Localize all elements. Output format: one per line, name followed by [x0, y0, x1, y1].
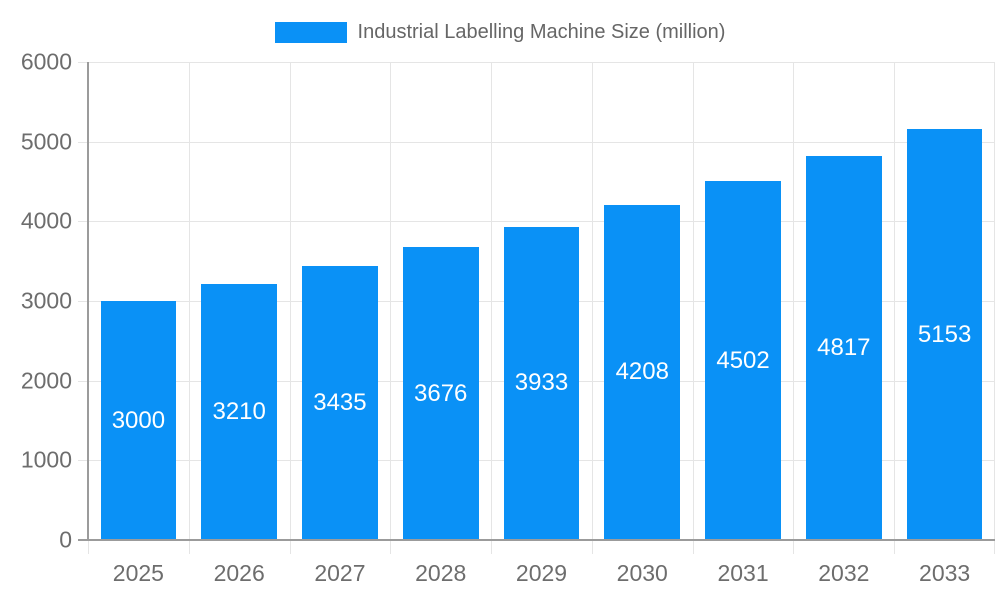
y-axis-labels: 0 1000 2000 3000 4000 5000 6000 [0, 49, 72, 553]
bar[interactable]: 4208 [604, 204, 681, 540]
bar[interactable]: 3676 [402, 247, 479, 540]
y-tick-label: 0 [59, 526, 72, 553]
legend-swatch [274, 22, 347, 43]
y-axis-tick [78, 62, 88, 63]
y-axis-tick [78, 380, 88, 382]
y-tick-label: 5000 [20, 128, 72, 155]
gridline-vertical [591, 62, 593, 540]
y-axis-tick [78, 460, 88, 462]
y-tick-label: 1000 [20, 446, 72, 473]
bar-value-label: 3000 [111, 406, 166, 434]
bar-value-label: 4502 [716, 346, 770, 374]
x-axis-tick [994, 540, 995, 554]
y-axis-tick [78, 141, 88, 143]
x-axis-line [78, 539, 995, 541]
gridline-vertical [188, 62, 190, 540]
x-axis-tick [692, 540, 694, 554]
gridline-vertical [390, 62, 392, 540]
gridline-vertical [793, 62, 795, 540]
x-tick-label: 2032 [818, 560, 870, 586]
x-tick-label: 2029 [515, 560, 568, 586]
x-tick-label: 2025 [112, 560, 164, 586]
bar[interactable]: 5153 [906, 129, 983, 540]
x-axis-tick [793, 540, 795, 554]
bar-value-label: 5153 [917, 320, 972, 348]
legend-label: Industrial Labelling Machine Size (milli… [357, 21, 726, 43]
x-axis-tick [491, 540, 493, 554]
gridline-vertical [894, 62, 896, 540]
bar[interactable]: 3435 [302, 266, 378, 540]
x-axis-tick [390, 540, 392, 554]
gridline-vertical [289, 62, 291, 540]
bar[interactable]: 3210 [201, 284, 277, 540]
y-tick-label: 3000 [20, 287, 72, 314]
bar-value-label: 3676 [414, 379, 468, 407]
x-axis-tick [591, 540, 593, 554]
x-axis-tick [188, 540, 190, 554]
gridline-horizontal [88, 141, 995, 143]
x-axis-tick [88, 540, 89, 554]
gridline-horizontal [88, 62, 995, 63]
x-tick-label: 2030 [616, 560, 668, 586]
plot-area: 3000 3210 3435 3676 3933 4208 4502 4817 5153 [78, 62, 995, 554]
y-tick-label: 4000 [20, 207, 72, 234]
y-tick-label: 6000 [20, 48, 72, 75]
x-tick-label: 2031 [717, 560, 769, 586]
x-tick-label: 2026 [213, 560, 265, 586]
bar[interactable]: 3933 [503, 226, 580, 540]
x-tick-label: 2033 [919, 560, 971, 586]
bar-value-label: 4208 [615, 358, 669, 386]
bar-value-label: 3210 [212, 398, 266, 426]
bar-value-label: 3933 [514, 369, 569, 397]
y-axis-tick [78, 221, 88, 223]
y-axis-tick [78, 301, 88, 302]
bar[interactable]: 4502 [705, 181, 781, 540]
bar-value-label: 3435 [313, 389, 367, 417]
bar-value-label: 4817 [817, 334, 871, 362]
x-tick-label: 2028 [415, 560, 467, 586]
gridline-vertical [692, 62, 694, 540]
gridline-vertical [994, 62, 995, 540]
y-tick-label: 2000 [20, 367, 72, 394]
y-axis-line [87, 62, 89, 540]
x-tick-label: 2027 [314, 560, 366, 586]
legend[interactable]: Industrial Labelling Machine Size (milli… [0, 21, 1000, 44]
x-axis-tick [894, 540, 896, 554]
bar[interactable]: 3000 [100, 301, 177, 540]
gridline-vertical [491, 62, 493, 540]
x-axis-labels: 2025 2026 2027 2028 2029 2030 2031 2032 2033 [88, 540, 995, 590]
x-axis-tick [289, 540, 291, 554]
bar[interactable]: 4817 [806, 156, 882, 540]
gridline-horizontal [88, 221, 995, 223]
